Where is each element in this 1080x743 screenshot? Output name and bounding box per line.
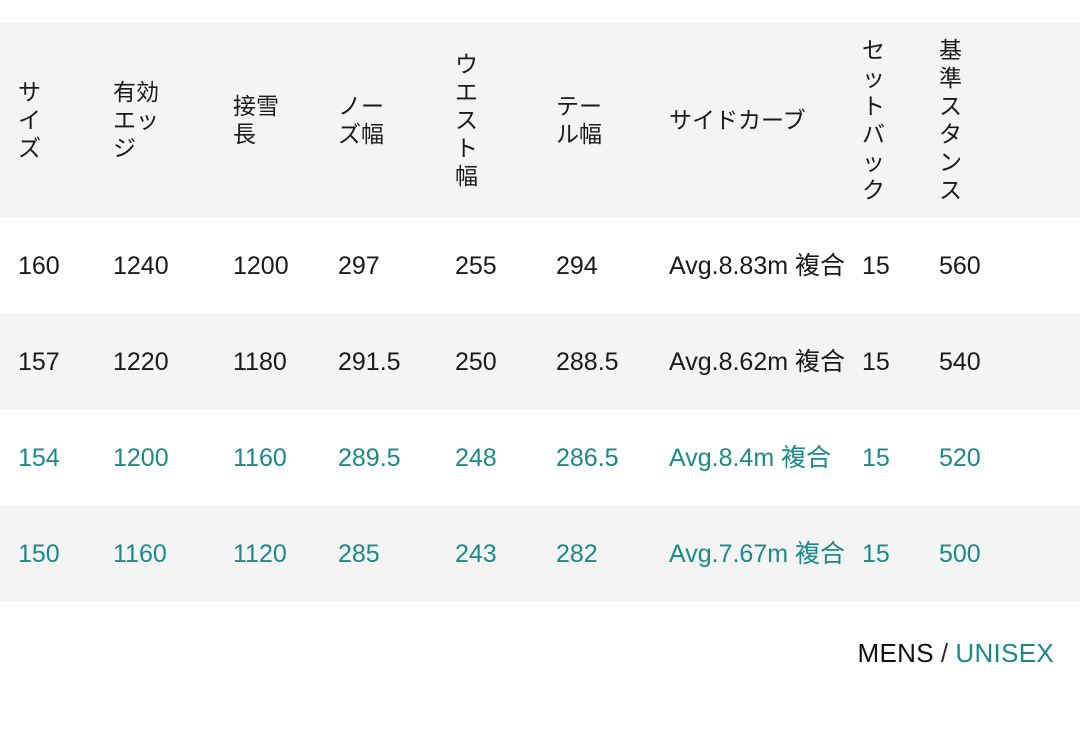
table-header: サイズ 有効エッジ 接雪長 ノーズ幅 ウエスト幅 テール幅 サイドカーブ セット…: [0, 22, 1080, 218]
cell-contact-length: 1120: [233, 539, 287, 568]
column-header-contact-length-label: 接雪長: [233, 92, 279, 147]
cell-waist-width: 250: [455, 347, 497, 376]
column-header-stance: 基準スタンス: [939, 22, 1080, 218]
cell-nose-width: 291.5: [338, 347, 401, 376]
cell-effective-edge: 1200: [113, 443, 169, 472]
column-header-waist-width-label: ウエスト幅: [455, 50, 478, 190]
cell-effective-edge: 1220: [113, 347, 169, 376]
cell-size: 160: [18, 251, 60, 280]
table-row: 154 1200 1160 289.5 248 286.5 Avg.8.4m 複…: [0, 410, 1080, 506]
cell-nose-width: 297: [338, 251, 380, 280]
table-row: 157 1220 1180 291.5 250 288.5 Avg.8.62m …: [0, 314, 1080, 410]
cell-setback: 15: [862, 539, 890, 568]
cell-effective-edge: 1160: [113, 539, 167, 568]
cell-contact-length: 1180: [233, 347, 287, 376]
column-header-contact-length: 接雪長: [233, 22, 338, 218]
legend-separator: /: [940, 638, 949, 668]
cell-tail-width: 294: [556, 251, 598, 280]
cell-contact-length: 1160: [233, 443, 287, 472]
column-header-nose-width: ノーズ幅: [338, 22, 455, 218]
cell-stance: 560: [939, 251, 981, 280]
cell-tail-width: 288.5: [556, 347, 619, 376]
cell-waist-width: 255: [455, 251, 497, 280]
cell-setback: 15: [862, 347, 890, 376]
cell-setback: 15: [862, 443, 890, 472]
column-header-sidecut: サイドカーブ: [669, 22, 862, 218]
column-header-setback: セットバック: [862, 22, 939, 218]
column-header-stance-label: 基準スタンス: [939, 36, 962, 204]
cell-sidecut: Avg.7.67m 複合: [669, 539, 846, 568]
column-header-effective-edge: 有効エッジ: [113, 22, 233, 218]
gender-legend: MENS / UNISEX: [858, 640, 1054, 666]
column-header-effective-edge-label: 有効エッジ: [113, 78, 159, 162]
cell-sidecut: Avg.8.4m 複合: [669, 443, 832, 472]
table-header-row: サイズ 有効エッジ 接雪長 ノーズ幅 ウエスト幅 テール幅 サイドカーブ セット…: [0, 22, 1080, 218]
cell-contact-length: 1200: [233, 251, 289, 280]
cell-size: 150: [18, 539, 60, 568]
cell-sidecut: Avg.8.83m 複合: [669, 251, 846, 280]
cell-size: 157: [18, 347, 60, 376]
cell-size: 154: [18, 443, 60, 472]
column-header-tail-width-label: テール幅: [556, 92, 602, 147]
cell-waist-width: 248: [455, 443, 497, 472]
table-body: 160 1240 1200 297 255 294 Avg.8.83m 複合 1…: [0, 218, 1080, 602]
cell-sidecut: Avg.8.62m 複合: [669, 347, 846, 376]
cell-stance: 520: [939, 443, 981, 472]
cell-effective-edge: 1240: [113, 251, 169, 280]
column-header-tail-width: テール幅: [556, 22, 669, 218]
cell-tail-width: 286.5: [556, 443, 619, 472]
table-row: 150 1160 1120 285 243 282 Avg.7.67m 複合 1…: [0, 506, 1080, 602]
snowboard-spec-table: サイズ 有効エッジ 接雪長 ノーズ幅 ウエスト幅 テール幅 サイドカーブ セット…: [0, 22, 1080, 602]
column-header-setback-label: セットバック: [862, 36, 885, 204]
column-header-waist-width: ウエスト幅: [455, 22, 556, 218]
column-header-nose-width-label: ノーズ幅: [338, 92, 384, 147]
cell-nose-width: 289.5: [338, 443, 401, 472]
cell-nose-width: 285: [338, 539, 380, 568]
cell-setback: 15: [862, 251, 890, 280]
legend-mens-label: MENS: [857, 638, 934, 668]
cell-tail-width: 282: [556, 539, 598, 568]
table-row: 160 1240 1200 297 255 294 Avg.8.83m 複合 1…: [0, 218, 1080, 314]
column-header-size-label: サイズ: [18, 78, 41, 162]
column-header-size: サイズ: [0, 22, 113, 218]
legend-unisex-label: UNISEX: [955, 638, 1054, 668]
column-header-sidecut-label: サイドカーブ: [669, 106, 806, 133]
cell-waist-width: 243: [455, 539, 497, 568]
cell-stance: 540: [939, 347, 981, 376]
cell-stance: 500: [939, 539, 981, 568]
